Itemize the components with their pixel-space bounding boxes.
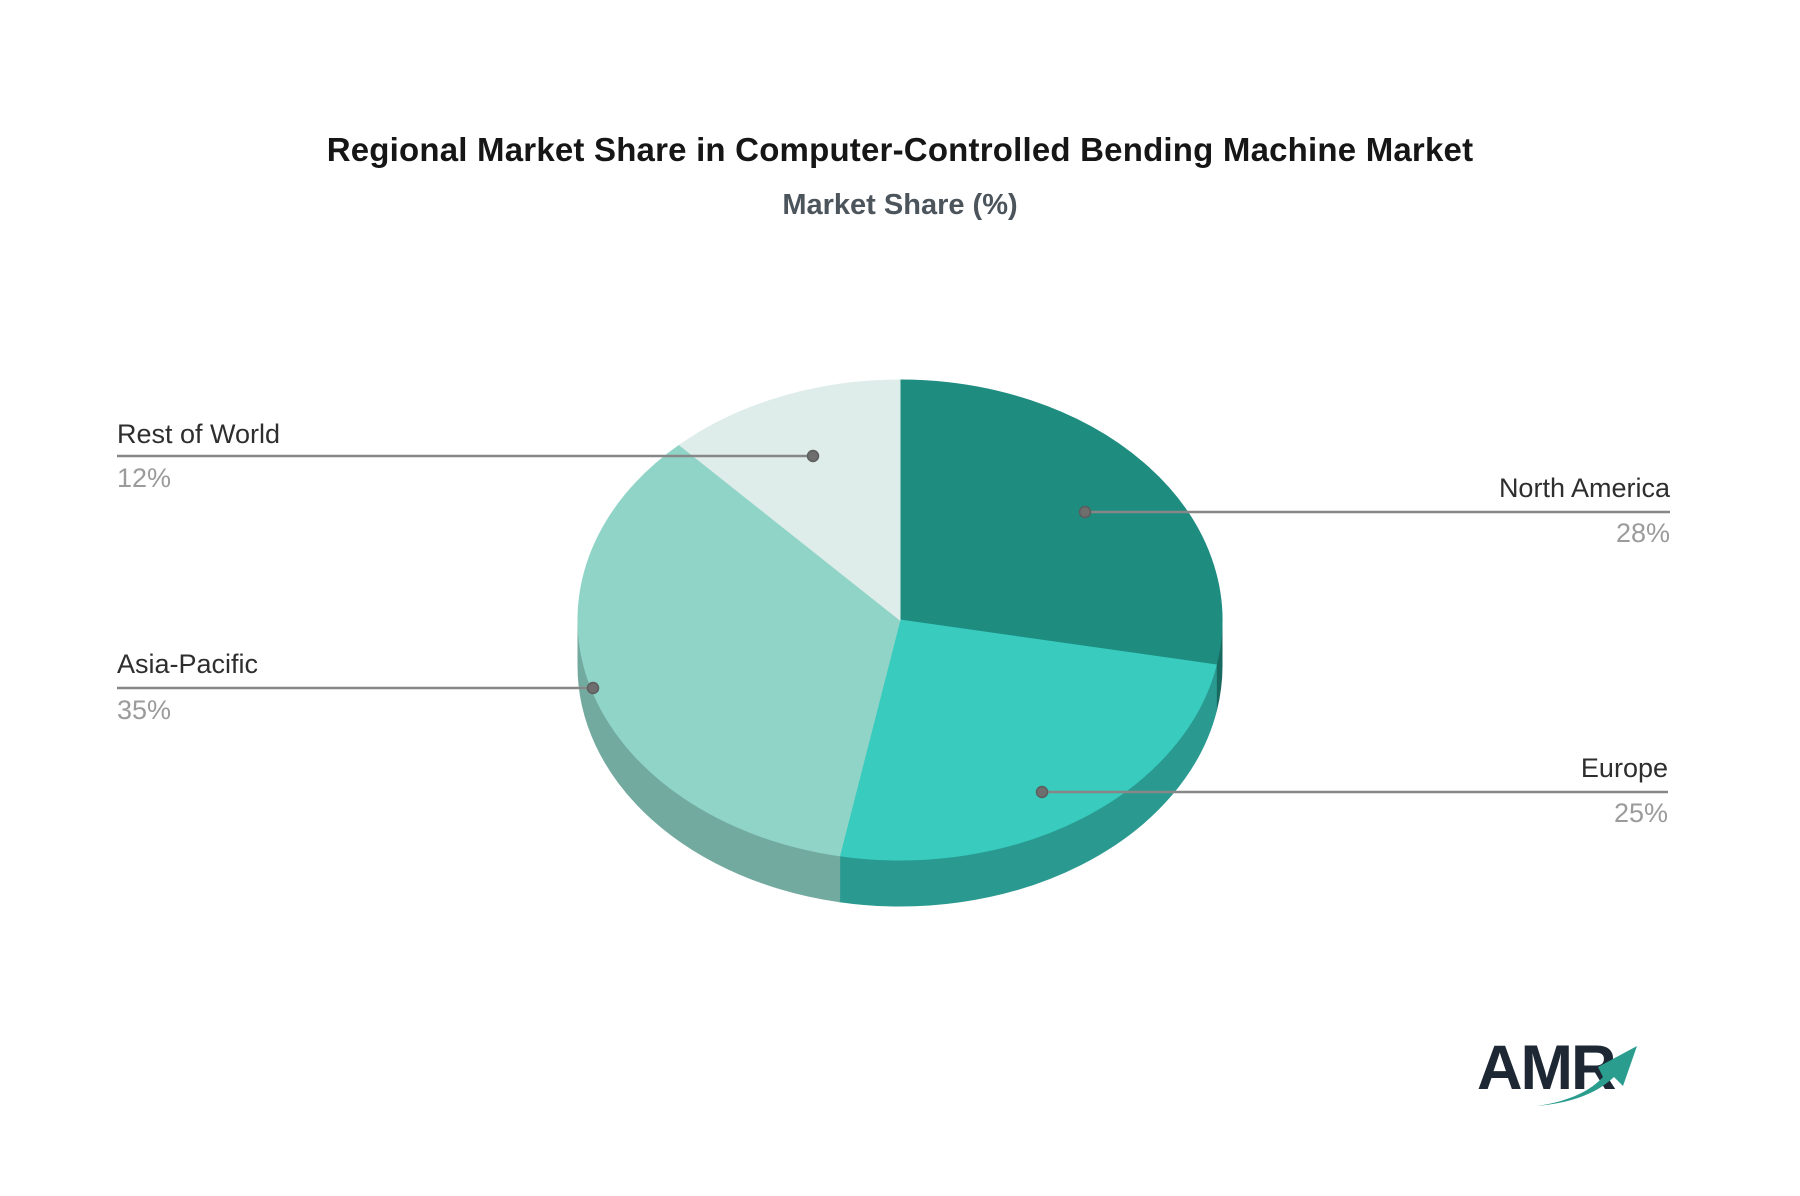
slice-value-rest-of-world: 12% [117,463,172,493]
slice-value-europe: 25% [1613,798,1668,828]
pie-slice-rest-of-world [678,379,901,622]
leader-dot-rest-of-world [806,449,820,463]
slice-value-north-america: 28% [1615,518,1670,548]
logo-arrow-icon [1537,1046,1637,1106]
pie-slice-europe [839,619,1217,861]
amr-logo: AMR [1477,1037,1657,1112]
chart-title: Regional Market Share in Computer-Contro… [326,131,1474,168]
slice-label-rest-of-world: Rest of World [117,419,281,449]
slice-label-asia-pacific: Asia-Pacific [117,649,259,679]
pie-slice-north-america [899,379,1223,666]
chart-subtitle: Market Share (%) [782,189,1018,221]
leader-dot-asia-pacific [586,681,600,695]
slice-label-north-america: North America [1498,473,1670,503]
leader-dot-north-america [1078,505,1092,519]
leader-dot-europe [1035,785,1049,799]
slice-value-asia-pacific: 35% [117,695,172,725]
slice-label-europe: Europe [1580,753,1668,783]
